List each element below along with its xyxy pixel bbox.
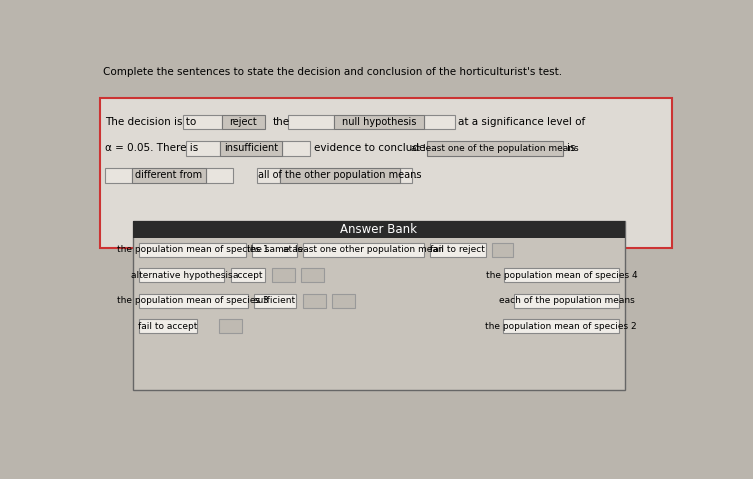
Text: sufficient: sufficient <box>254 297 296 305</box>
Text: alternative hypothesis: alternative hypothesis <box>131 271 233 280</box>
Text: the population mean of species 1: the population mean of species 1 <box>117 245 268 254</box>
Text: each of the population means: each of the population means <box>498 297 634 305</box>
FancyBboxPatch shape <box>185 141 221 156</box>
FancyBboxPatch shape <box>222 115 264 129</box>
Text: reject: reject <box>230 117 258 127</box>
FancyBboxPatch shape <box>139 294 248 308</box>
Text: fail to reject: fail to reject <box>430 245 485 254</box>
FancyBboxPatch shape <box>301 268 325 282</box>
FancyBboxPatch shape <box>206 168 233 182</box>
FancyBboxPatch shape <box>334 115 423 129</box>
FancyBboxPatch shape <box>139 319 197 333</box>
FancyBboxPatch shape <box>221 141 282 156</box>
Text: The decision is to: The decision is to <box>105 117 197 127</box>
Text: the population mean of species 3: the population mean of species 3 <box>117 297 270 305</box>
Text: the population mean of species 4: the population mean of species 4 <box>486 271 637 280</box>
FancyBboxPatch shape <box>303 294 326 308</box>
Text: accept: accept <box>233 271 264 280</box>
FancyBboxPatch shape <box>257 168 280 182</box>
Text: insufficient: insufficient <box>224 143 279 153</box>
FancyBboxPatch shape <box>502 319 619 333</box>
Text: Complete the sentences to state the decision and conclusion of the horticulturis: Complete the sentences to state the deci… <box>103 67 562 77</box>
FancyBboxPatch shape <box>133 221 625 238</box>
FancyBboxPatch shape <box>303 243 423 257</box>
Text: the same as: the same as <box>247 245 303 254</box>
FancyBboxPatch shape <box>272 268 295 282</box>
FancyBboxPatch shape <box>105 168 132 182</box>
Text: at least one of the population means: at least one of the population means <box>411 144 579 153</box>
Text: evidence to conclude that: evidence to conclude that <box>314 143 450 153</box>
Text: at least one other population mean: at least one other population mean <box>283 245 444 254</box>
FancyBboxPatch shape <box>282 141 309 156</box>
Text: is: is <box>567 143 575 153</box>
FancyBboxPatch shape <box>183 115 222 129</box>
Text: at a significance level of: at a significance level of <box>459 117 586 127</box>
Text: the population mean of species 2: the population mean of species 2 <box>485 322 636 331</box>
Text: fail to accept: fail to accept <box>139 322 198 331</box>
FancyBboxPatch shape <box>514 294 619 308</box>
FancyBboxPatch shape <box>252 243 297 257</box>
FancyBboxPatch shape <box>428 141 563 156</box>
FancyBboxPatch shape <box>332 294 355 308</box>
FancyBboxPatch shape <box>139 243 246 257</box>
FancyBboxPatch shape <box>254 294 297 308</box>
FancyBboxPatch shape <box>423 115 455 129</box>
FancyBboxPatch shape <box>230 268 265 282</box>
FancyBboxPatch shape <box>492 243 514 257</box>
Text: Answer Bank: Answer Bank <box>340 223 417 236</box>
FancyBboxPatch shape <box>219 319 242 333</box>
Text: the: the <box>273 117 289 127</box>
FancyBboxPatch shape <box>401 168 412 182</box>
FancyBboxPatch shape <box>288 115 334 129</box>
FancyBboxPatch shape <box>133 221 625 390</box>
FancyBboxPatch shape <box>132 168 206 182</box>
FancyBboxPatch shape <box>280 168 401 182</box>
Text: null hypothesis: null hypothesis <box>342 117 416 127</box>
FancyBboxPatch shape <box>139 268 224 282</box>
Text: different from: different from <box>136 171 203 180</box>
FancyBboxPatch shape <box>100 98 672 249</box>
FancyBboxPatch shape <box>430 243 486 257</box>
Text: .: . <box>413 171 417 180</box>
FancyBboxPatch shape <box>504 268 619 282</box>
Text: α = 0.05. There is: α = 0.05. There is <box>105 143 198 153</box>
Text: all of the other population means: all of the other population means <box>258 171 422 180</box>
